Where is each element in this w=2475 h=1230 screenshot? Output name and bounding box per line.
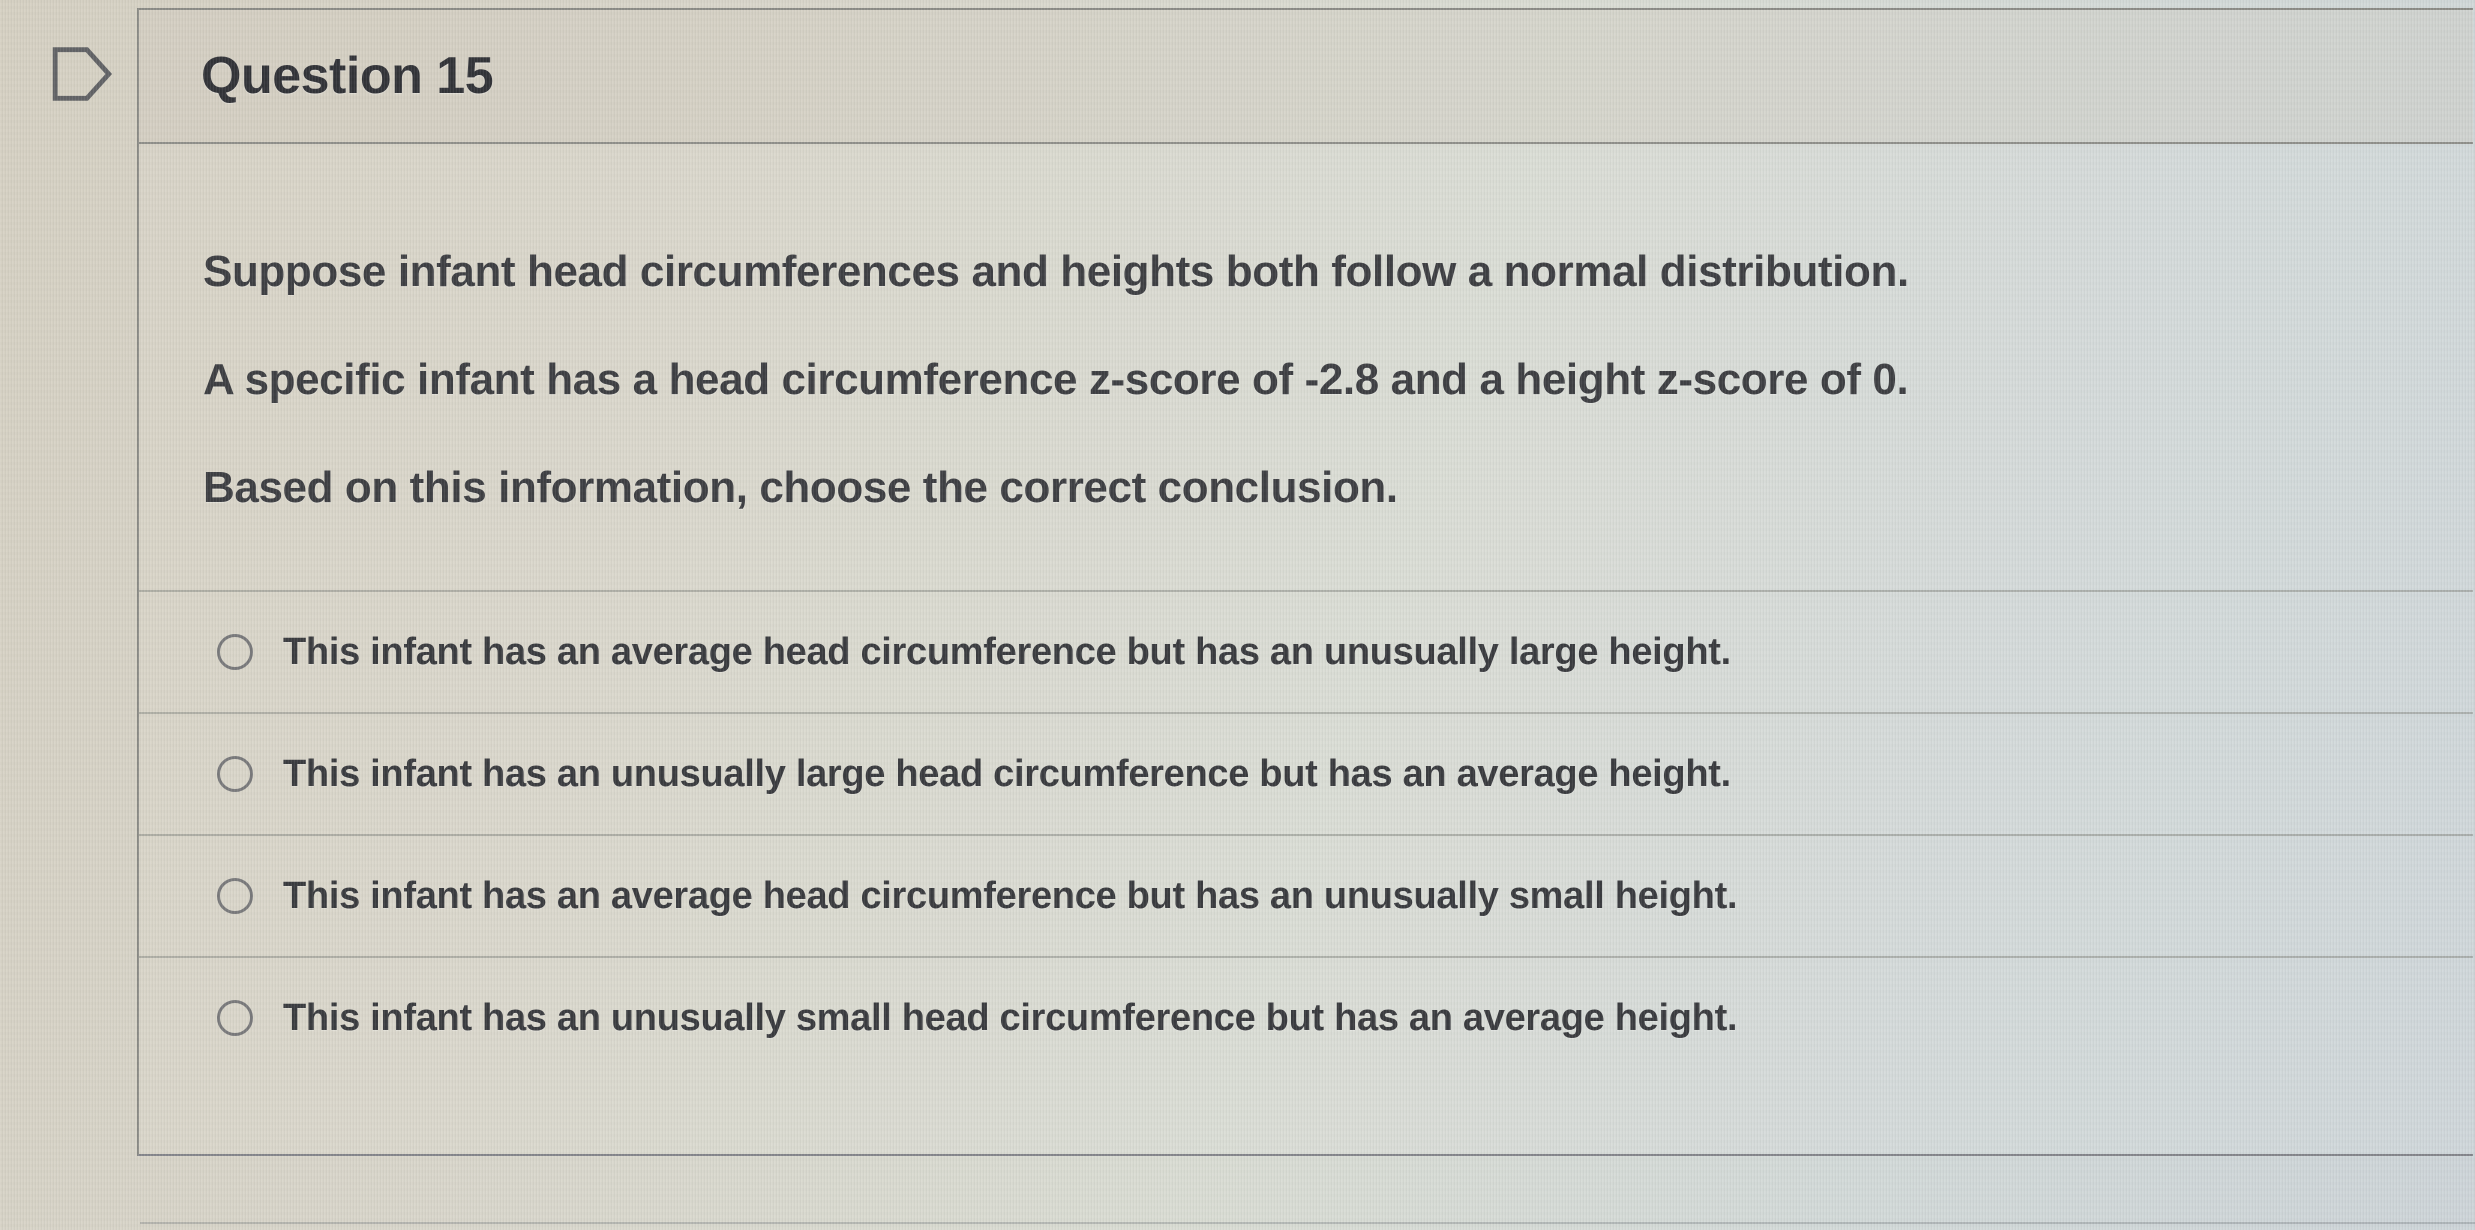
radio-button[interactable]: [217, 1000, 253, 1036]
prompt-line-2: A specific infant has a head circumferen…: [203, 355, 1909, 404]
screen-edge-line: [140, 1222, 2475, 1224]
flag-question-icon[interactable]: [51, 46, 113, 102]
answer-option-3[interactable]: This infant has an average head circumfe…: [139, 836, 2473, 958]
answer-option-4[interactable]: This infant has an unusually small head …: [139, 958, 2473, 1078]
question-title: Question 15: [201, 47, 494, 105]
answer-option-1[interactable]: This infant has an average head circumfe…: [139, 592, 2473, 714]
radio-button[interactable]: [217, 878, 253, 914]
question-card: Question 15 Suppose infant head circumfe…: [137, 8, 2473, 1156]
radio-button[interactable]: [217, 634, 253, 670]
answer-option-2[interactable]: This infant has an unusually large head …: [139, 714, 2473, 836]
answer-option-2-label: This infant has an unusually large head …: [283, 752, 1731, 795]
answer-options: This infant has an average head circumfe…: [139, 590, 2473, 1078]
prompt-line-3: Based on this information, choose the co…: [203, 463, 1398, 512]
radio-button[interactable]: [217, 756, 253, 792]
answer-option-3-label: This infant has an average head circumfe…: [283, 874, 1738, 917]
answer-option-1-label: This infant has an average head circumfe…: [283, 630, 1731, 673]
flag-icon-shape: [52, 47, 113, 101]
answer-option-4-label: This infant has an unusually small head …: [283, 996, 1738, 1039]
question-header-bar: Question 15: [139, 10, 2473, 144]
question-body: Suppose infant head circumferences and h…: [139, 246, 2473, 1078]
prompt-line-1: Suppose infant head circumferences and h…: [203, 247, 1909, 296]
